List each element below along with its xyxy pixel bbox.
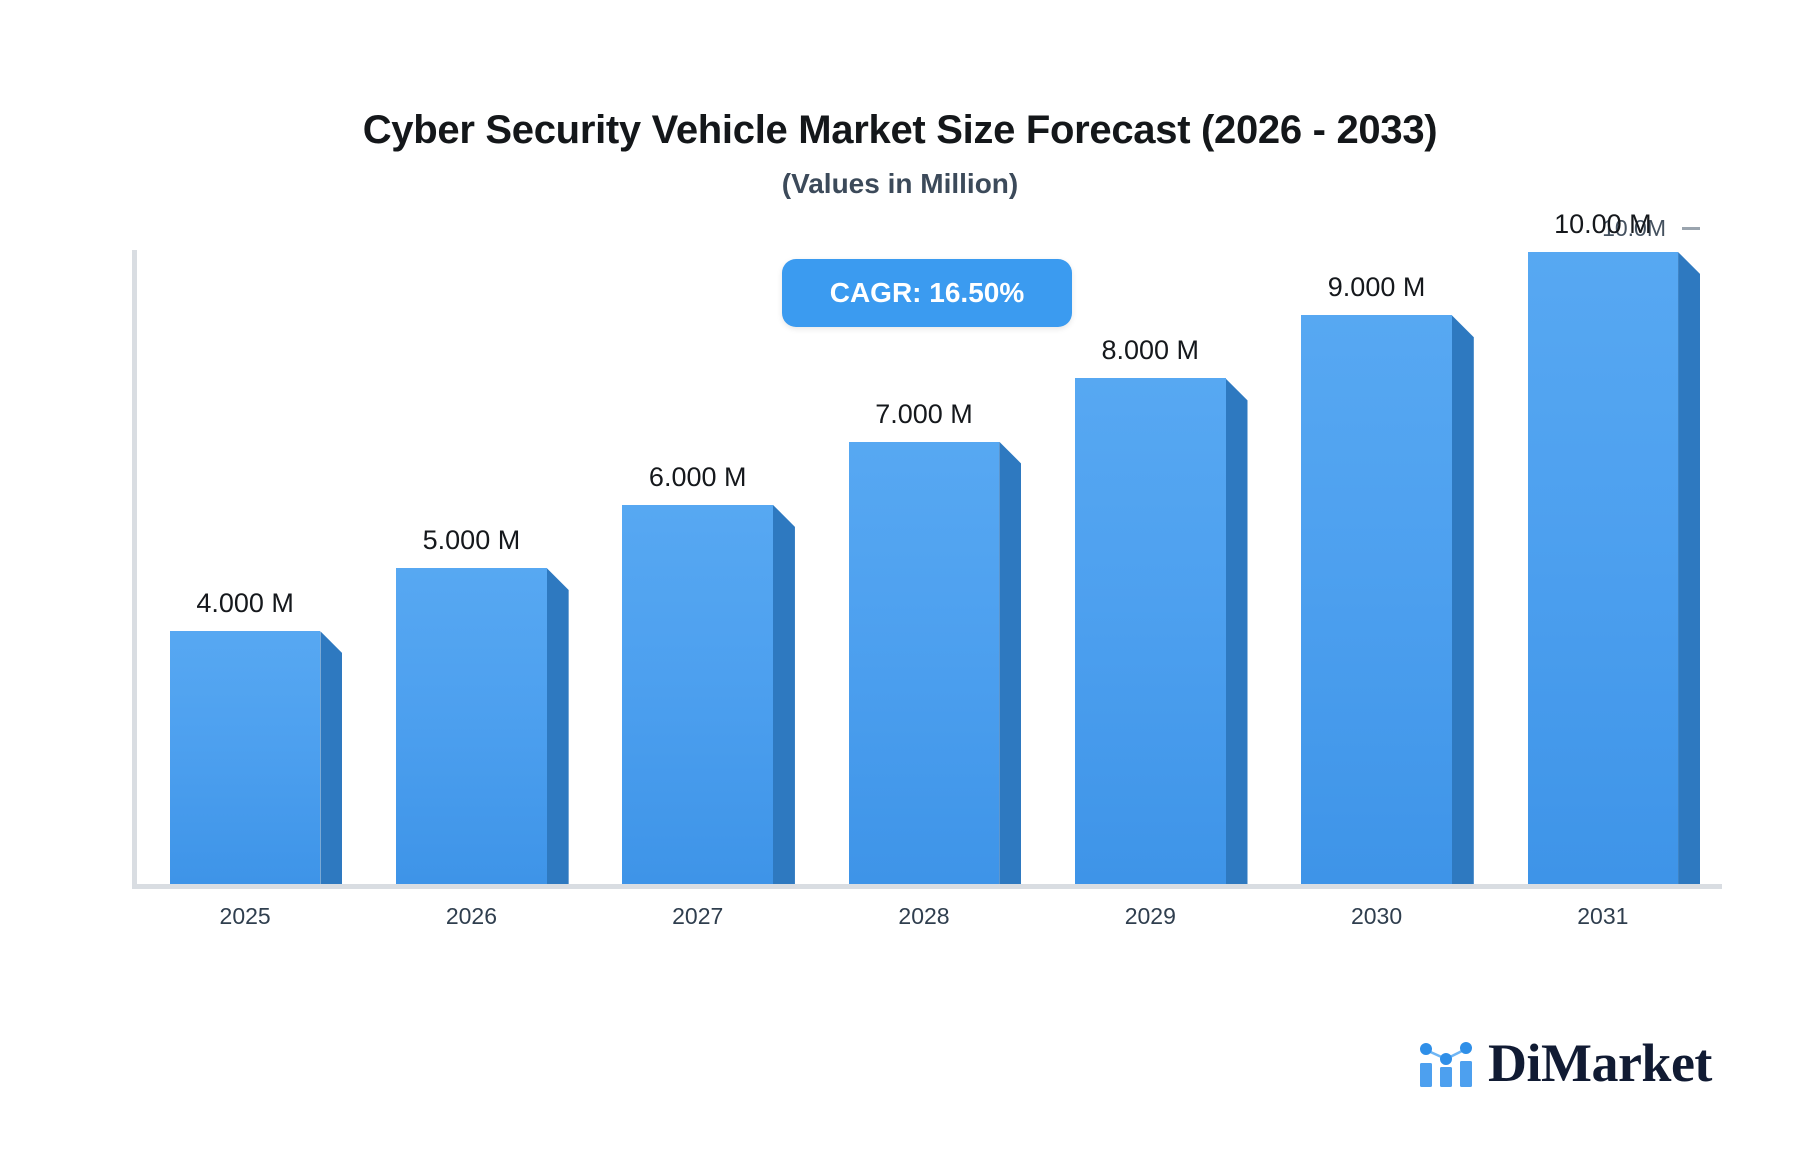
y-axis-tick-mark — [1682, 226, 1700, 230]
bar-value-label: 8.000 M — [1101, 335, 1200, 366]
x-axis-tick-label: 2026 — [445, 903, 498, 929]
y-axis-tick-label: 10.0M — [1602, 214, 1666, 241]
bar-value-label: 4.000 M — [196, 588, 294, 619]
bar[interactable]: 8.000 M — [1075, 335, 1248, 884]
bar[interactable]: 10.00 M — [1527, 209, 1701, 884]
bar-front-face — [1527, 252, 1679, 884]
cagr-badge: CAGR: 16.50% — [782, 259, 1072, 327]
bar-side-face — [1451, 315, 1474, 884]
bar-front-face — [396, 568, 547, 884]
bar[interactable]: 4.000 M — [169, 588, 343, 884]
bar-value-label: 9.000 M — [1327, 272, 1426, 303]
bar-value-label: 5.000 M — [422, 525, 521, 555]
bar-side-face — [999, 441, 1022, 884]
bar-side-face — [1225, 378, 1248, 884]
bar-side-face — [772, 504, 795, 884]
cagr-badge-label: CAGR: 16.50% — [829, 277, 1025, 308]
y-axis-line — [132, 250, 137, 888]
x-axis-tick-label: 2030 — [1350, 903, 1403, 929]
bar-front-face — [1301, 315, 1452, 884]
bar-side-face — [320, 631, 343, 884]
brand-logo: DiMarket — [1418, 1036, 1712, 1090]
bar[interactable]: 9.000 M — [1301, 272, 1474, 884]
bar[interactable]: 7.000 M — [848, 399, 1022, 884]
bar-chart-icon — [1420, 1042, 1472, 1087]
x-axis-tick-label: 2031 — [1577, 903, 1629, 929]
bar-value-label: 7.000 M — [875, 398, 973, 429]
x-axis-line — [132, 884, 1722, 889]
bar-front-face — [1075, 378, 1226, 884]
bar-value-label: 10.00 M — [1554, 209, 1652, 239]
bar-side-face — [1678, 252, 1701, 884]
x-axis-tick-label: 2029 — [1124, 903, 1176, 929]
x-axis-tick-label: 2027 — [672, 903, 724, 929]
y-axis-tick: 10.0M — [1584, 214, 1716, 241]
bar-front-face — [169, 631, 321, 884]
bar-front-face — [848, 441, 1000, 884]
brand-name: DiMarket — [1488, 1033, 1712, 1093]
bar-value-label: 6.000 M — [648, 461, 747, 492]
x-axis-tick-label: 2025 — [219, 903, 271, 929]
x-axis-tick-label: 2028 — [898, 903, 950, 929]
page-title: Cyber Security Vehicle Market Size Forec… — [362, 108, 1438, 152]
chart-subtitle: (Values in Million) — [781, 168, 1019, 199]
bar-side-face — [546, 568, 569, 884]
bar[interactable]: 6.000 M — [622, 462, 795, 884]
bar-front-face — [622, 504, 773, 884]
bar[interactable]: 5.000 M — [396, 525, 569, 884]
